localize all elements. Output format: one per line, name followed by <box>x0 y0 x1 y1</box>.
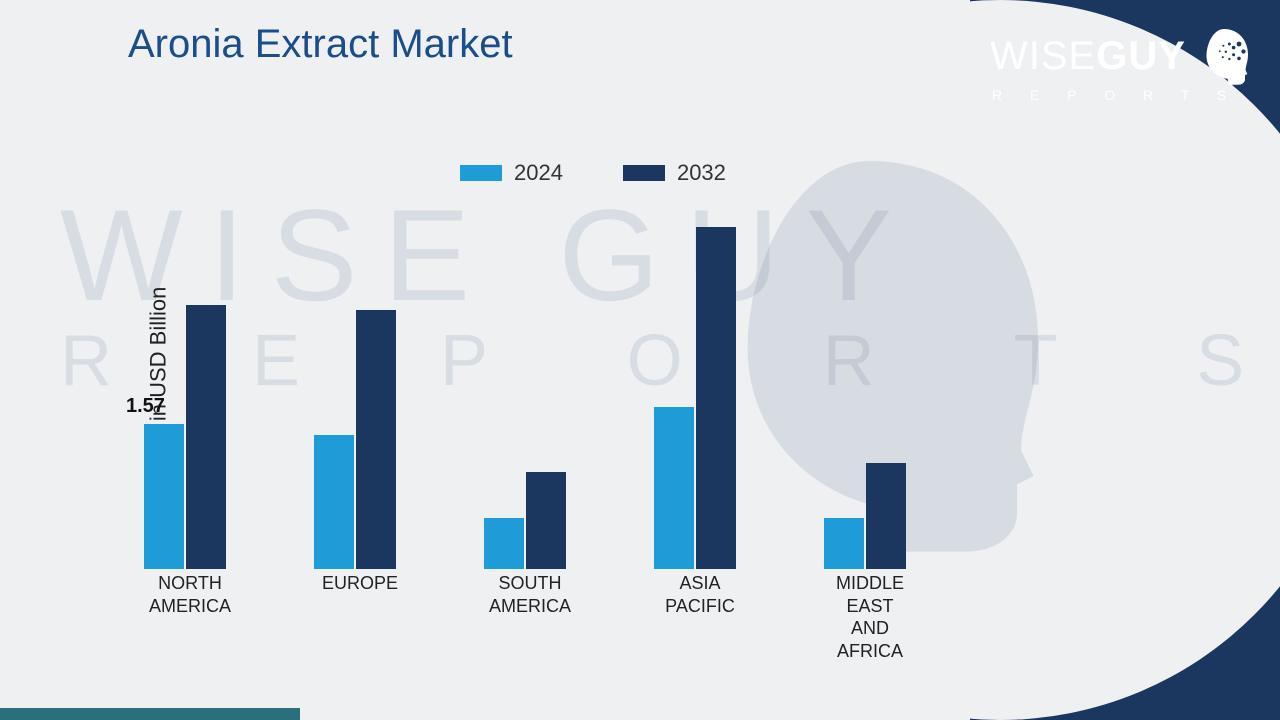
legend-item-2024: 2024 <box>460 160 563 186</box>
bottom-accent-strip <box>0 708 300 720</box>
bar-2032-eu <box>356 310 396 569</box>
logo-text-bold: GUY <box>1096 34 1186 78</box>
legend-label-2024: 2024 <box>514 160 563 186</box>
logo-subtext: R E P O R T S <box>992 88 1250 102</box>
x-label-eu: EUROPE <box>300 572 420 595</box>
bar-2024-na <box>144 424 184 569</box>
bar-2032-ap <box>696 227 736 569</box>
bar-2032-na <box>186 305 226 569</box>
legend-item-2032: 2032 <box>623 160 726 186</box>
chart-title: Aronia Extract Market <box>128 22 513 67</box>
legend-swatch-2024 <box>460 165 502 181</box>
x-label-na: NORTHAMERICA <box>130 572 250 617</box>
x-label-sa: SOUTHAMERICA <box>470 572 590 617</box>
legend-label-2032: 2032 <box>677 160 726 186</box>
bar-2024-ap <box>654 407 694 569</box>
brand-logo: WISEGUY R E P O R T S <box>990 26 1250 102</box>
x-label-ap: ASIAPACIFIC <box>640 572 760 617</box>
legend: 2024 2032 <box>460 160 726 186</box>
chart-area: Market Size in USD Billion 1.57 NORTHAME… <box>100 200 970 630</box>
bar-2024-eu <box>314 435 354 569</box>
x-label-mea: MIDDLEEASTANDAFRICA <box>810 572 930 662</box>
logo-text-light: WISE <box>990 34 1096 78</box>
bar-2032-mea <box>866 463 906 569</box>
bar-2024-mea <box>824 518 864 569</box>
value-label-2024-na: 1.57 <box>126 395 165 418</box>
head-icon <box>1194 26 1254 86</box>
bar-2024-sa <box>484 518 524 569</box>
legend-swatch-2032 <box>623 165 665 181</box>
bar-2032-sa <box>526 472 566 569</box>
chart-card: WISE GUY R E P O R T S WISEGUY R E P O R… <box>0 0 1280 720</box>
plot-area: 1.57 <box>130 200 970 570</box>
